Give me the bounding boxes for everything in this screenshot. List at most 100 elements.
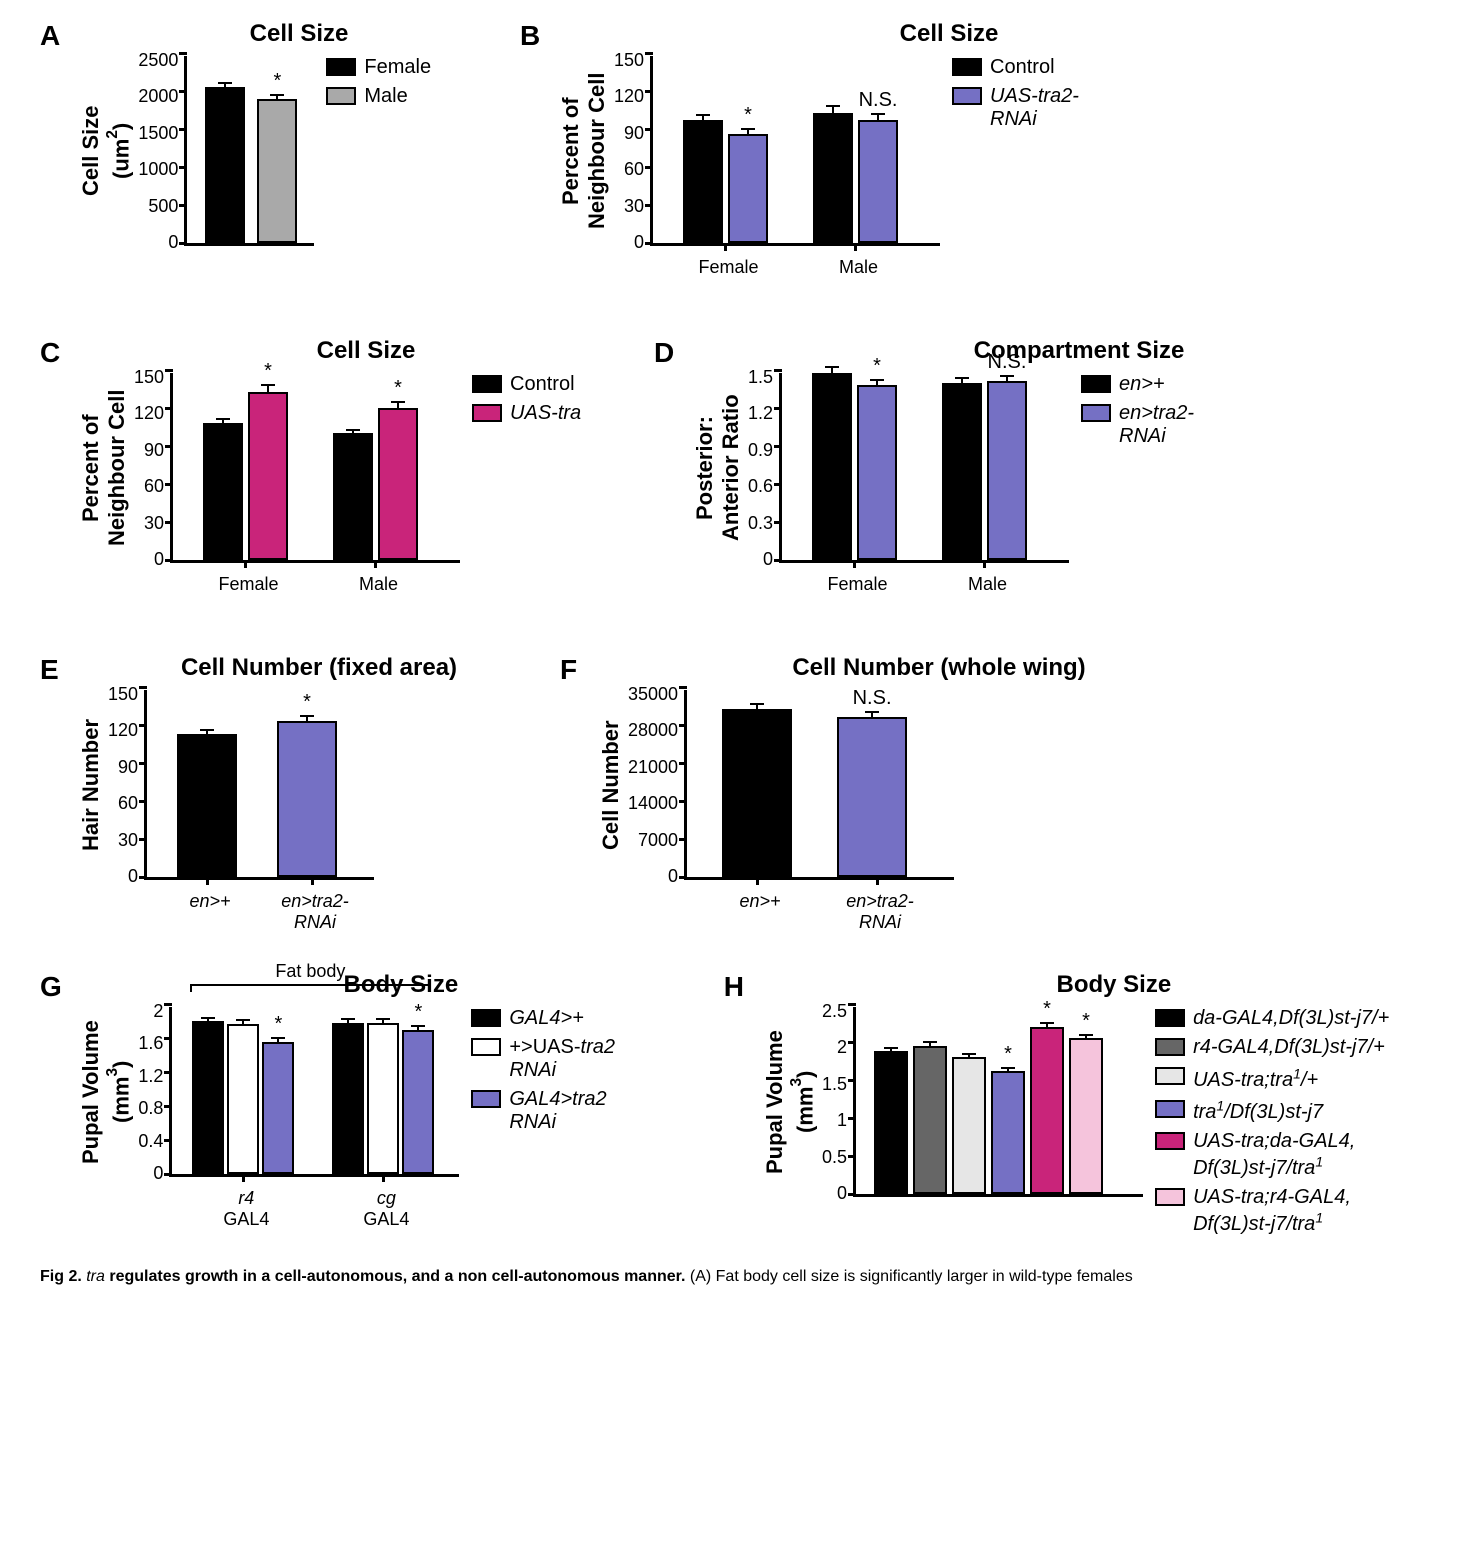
legend-text: UAS-tra	[510, 402, 581, 425]
bar	[262, 1042, 294, 1174]
significance-marker: *	[394, 377, 402, 400]
x-ticks: Female Male	[614, 257, 940, 307]
y-tick: 28000	[628, 721, 678, 739]
y-tick: 35000	[628, 685, 678, 703]
legend-item: da-GAL4,Df(3L)st-j7/+	[1155, 1007, 1389, 1030]
bar	[227, 1024, 259, 1174]
x-tick: r4GAL4	[195, 1188, 297, 1230]
bar	[987, 381, 1027, 560]
legend-swatch	[1155, 1100, 1185, 1118]
bar	[837, 717, 907, 877]
y-tick: 21000	[628, 758, 678, 776]
y-tick: 1.2	[138, 1067, 163, 1085]
y-ticks: 1501209060300	[614, 51, 650, 251]
x-tick: cgGAL4	[335, 1188, 437, 1230]
caption: Fig 2. tra regulates growth in a cell-au…	[10, 1268, 1466, 1286]
legend-item: GAL4>tra2RNAi	[471, 1088, 615, 1134]
bar	[177, 734, 237, 877]
panel-label: D	[654, 337, 674, 369]
legend-swatch	[472, 375, 502, 393]
y-tick: 30	[118, 831, 138, 849]
legend-item: Female	[326, 56, 431, 79]
bar	[942, 383, 982, 560]
panel-label: H	[724, 971, 744, 1003]
x-tick: Male	[336, 574, 421, 595]
y-tick: 7000	[638, 831, 678, 849]
y-tick: 150	[134, 368, 164, 386]
y-tick: 0.8	[138, 1099, 163, 1117]
y-tick: 0.4	[138, 1132, 163, 1150]
legend: GAL4>+ +>UAS-tra2RNAi GAL4>tra2RNAi	[471, 1007, 615, 1134]
y-ticks: 1501209060300	[108, 685, 144, 885]
significance-marker: N.S.	[859, 89, 898, 112]
significance-marker: *	[414, 1001, 422, 1024]
plot-area: **	[170, 373, 460, 563]
legend-text: da-GAL4,Df(3L)st-j7/+	[1193, 1007, 1389, 1030]
y-axis-label: Percent ofNeighbour Cell	[78, 373, 130, 563]
bar	[728, 134, 768, 243]
chart-body: Hair Number1501209060300*en>+en>tra2-RNA…	[78, 690, 560, 941]
x-tick: Male	[816, 257, 901, 278]
legend-swatch	[1155, 1132, 1185, 1150]
chart-title: Cell Number (fixed area)	[78, 654, 560, 682]
panel-row: ACell SizeCell Size(um2)2500200015001000…	[10, 20, 1466, 307]
y-ticks: 1501209060300	[134, 368, 170, 568]
legend-text: GAL4>tra2RNAi	[509, 1088, 606, 1134]
legend: en>+ en>tra2-RNAi	[1081, 373, 1194, 448]
legend-text: Control	[510, 373, 574, 396]
legend-item: +>UAS-tra2RNAi	[471, 1036, 615, 1082]
chart-title: Body Size	[762, 971, 1466, 999]
panel-F: FCell Number (whole wing)Cell Number3500…	[560, 654, 1280, 941]
y-tick: 0	[837, 1184, 847, 1202]
significance-marker: N.S.	[988, 351, 1027, 374]
plot-area: N.S.	[684, 690, 954, 880]
bar	[813, 113, 853, 243]
legend-swatch	[1155, 1188, 1185, 1206]
y-ticks: 2.521.510.50	[822, 1002, 853, 1202]
panel-G: GBody SizePupal Volume(mm3)21.61.20.80.4…	[40, 971, 724, 1238]
legend-item: Control	[952, 56, 1079, 79]
y-tick: 90	[624, 124, 644, 142]
panels-container: ACell SizeCell Size(um2)2500200015001000…	[10, 20, 1466, 1238]
legend-swatch	[471, 1009, 501, 1027]
x-ticks: en>+en>tra2-RNAi	[628, 891, 954, 941]
bar	[991, 1071, 1025, 1194]
y-tick: 1	[837, 1111, 847, 1129]
x-tick: Female	[686, 257, 771, 278]
x-tick: Female	[815, 574, 900, 595]
y-axis-label: Percent ofNeighbour Cell	[558, 56, 610, 246]
y-tick: 2000	[138, 87, 178, 105]
y-ticks: 3500028000210001400070000	[628, 685, 684, 885]
y-tick: 2500	[138, 51, 178, 69]
legend-item: GAL4>+	[471, 1007, 615, 1030]
y-tick: 0	[668, 867, 678, 885]
chart-body: Cell Size(um2)25002000150010005000*Femal…	[78, 56, 520, 251]
bar	[367, 1023, 399, 1174]
legend-text: en>+	[1119, 373, 1165, 396]
legend-text: en>tra2-RNAi	[1119, 402, 1194, 448]
y-tick: 2	[837, 1038, 847, 1056]
legend-swatch	[1081, 375, 1111, 393]
legend-text: UAS-tra;da-GAL4,Df(3L)st-j7/tra1	[1193, 1130, 1355, 1180]
y-tick: 0	[154, 550, 164, 568]
legend-swatch	[1155, 1009, 1185, 1027]
chart-title: Cell Number (whole wing)	[598, 654, 1280, 682]
legend-text: Control	[990, 56, 1054, 79]
figure: ACell SizeCell Size(um2)2500200015001000…	[0, 0, 1476, 1306]
y-tick: 120	[614, 87, 644, 105]
y-axis-label: Pupal Volume(mm3)	[762, 1007, 818, 1197]
chart-title: Cell Size	[78, 337, 654, 365]
legend-text: UAS-tra;tra1/+	[1193, 1065, 1318, 1092]
legend-text: UAS-tra;r4-GAL4,Df(3L)st-j7/tra1	[1193, 1186, 1351, 1236]
plot-area: *	[184, 56, 314, 246]
legend-swatch	[471, 1090, 501, 1108]
x-tick: Male	[945, 574, 1030, 595]
legend-item: UAS-tra;r4-GAL4,Df(3L)st-j7/tra1	[1155, 1186, 1389, 1236]
y-tick: 90	[118, 758, 138, 776]
legend-item: UAS-tra;da-GAL4,Df(3L)st-j7/tra1	[1155, 1130, 1389, 1180]
y-tick: 60	[624, 160, 644, 178]
significance-marker: *	[274, 1013, 282, 1036]
bar	[812, 373, 852, 560]
panel-label: E	[40, 654, 59, 686]
bar	[683, 120, 723, 243]
